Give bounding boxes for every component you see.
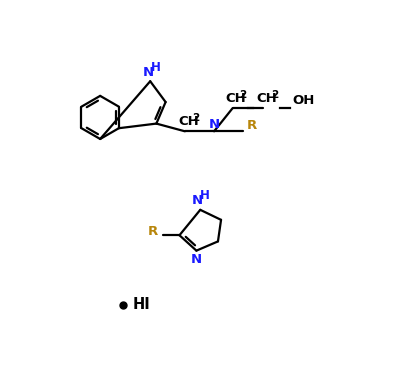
Text: 2: 2 [271, 90, 278, 100]
Text: R: R [246, 118, 257, 132]
Text: 2: 2 [239, 90, 247, 100]
Text: CH: CH [225, 92, 246, 105]
Text: 2: 2 [193, 113, 200, 123]
Text: CH: CH [257, 92, 277, 105]
Text: N: N [191, 254, 202, 266]
Text: N: N [192, 194, 203, 207]
Text: H: H [200, 189, 210, 203]
Text: CH: CH [179, 115, 200, 128]
Text: H: H [151, 61, 160, 74]
Text: N: N [143, 66, 154, 79]
Text: HI: HI [132, 297, 150, 312]
Text: N: N [209, 118, 220, 131]
Text: OH: OH [292, 94, 314, 107]
Text: R: R [147, 225, 158, 238]
